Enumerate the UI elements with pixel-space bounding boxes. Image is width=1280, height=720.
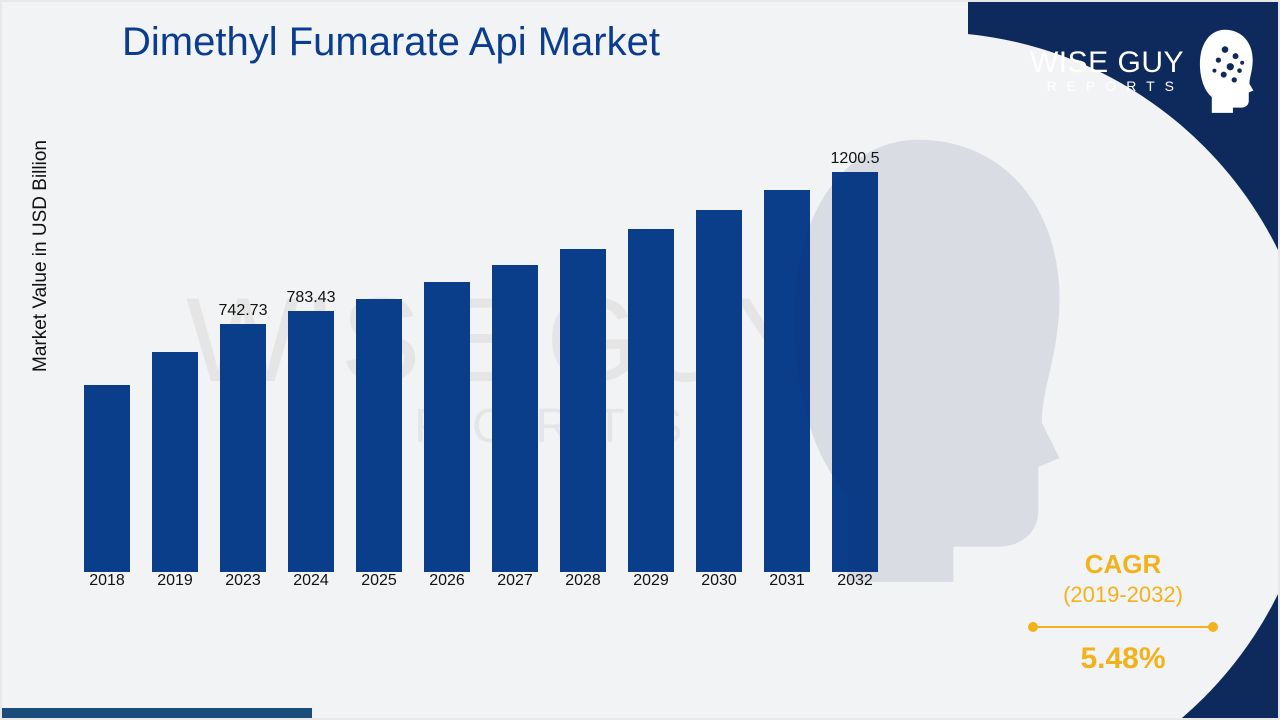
footer-accent-bar	[2, 708, 312, 718]
bar: 742.73	[220, 324, 266, 572]
stage: WISE GUY REPORTS Dimethyl Fumarate Api M…	[2, 2, 1278, 718]
bar	[696, 210, 742, 572]
brand-logo: WISE GUY REPORTS	[978, 20, 1258, 120]
cagr-label: CAGR	[998, 549, 1248, 580]
bar	[152, 352, 198, 572]
x-tick-label: 2023	[213, 572, 273, 590]
bar	[84, 385, 130, 572]
cagr-range: (2019-2032)	[998, 582, 1248, 608]
bar	[492, 265, 538, 572]
bar	[560, 249, 606, 572]
x-tick-label: 2027	[485, 572, 545, 590]
x-tick-label: 2024	[281, 572, 341, 590]
bar	[356, 299, 402, 572]
cagr-divider	[1033, 626, 1213, 628]
y-axis-label: Market Value in USD Billion	[30, 140, 52, 372]
bar	[424, 282, 470, 572]
bar	[628, 229, 674, 572]
logo-line2: REPORTS	[1030, 78, 1184, 94]
bar-value-label: 783.43	[287, 289, 336, 307]
x-tick-label: 2026	[417, 572, 477, 590]
logo-line1: WISE GUY	[1030, 46, 1184, 80]
x-tick-label: 2019	[145, 572, 205, 590]
bar: 783.43	[288, 311, 334, 572]
cagr-value: 5.48%	[998, 642, 1248, 676]
x-tick-label: 2029	[621, 572, 681, 590]
ai-head-watermark-icon	[738, 122, 1098, 582]
x-tick-label: 2018	[77, 572, 137, 590]
ai-head-icon	[1192, 27, 1258, 113]
x-tick-label: 2025	[349, 572, 409, 590]
x-tick-label: 2028	[553, 572, 613, 590]
chart-title: Dimethyl Fumarate Api Market	[122, 20, 660, 65]
bar-value-label: 742.73	[219, 302, 268, 320]
cagr-block: CAGR (2019-2032) 5.48%	[998, 549, 1248, 676]
